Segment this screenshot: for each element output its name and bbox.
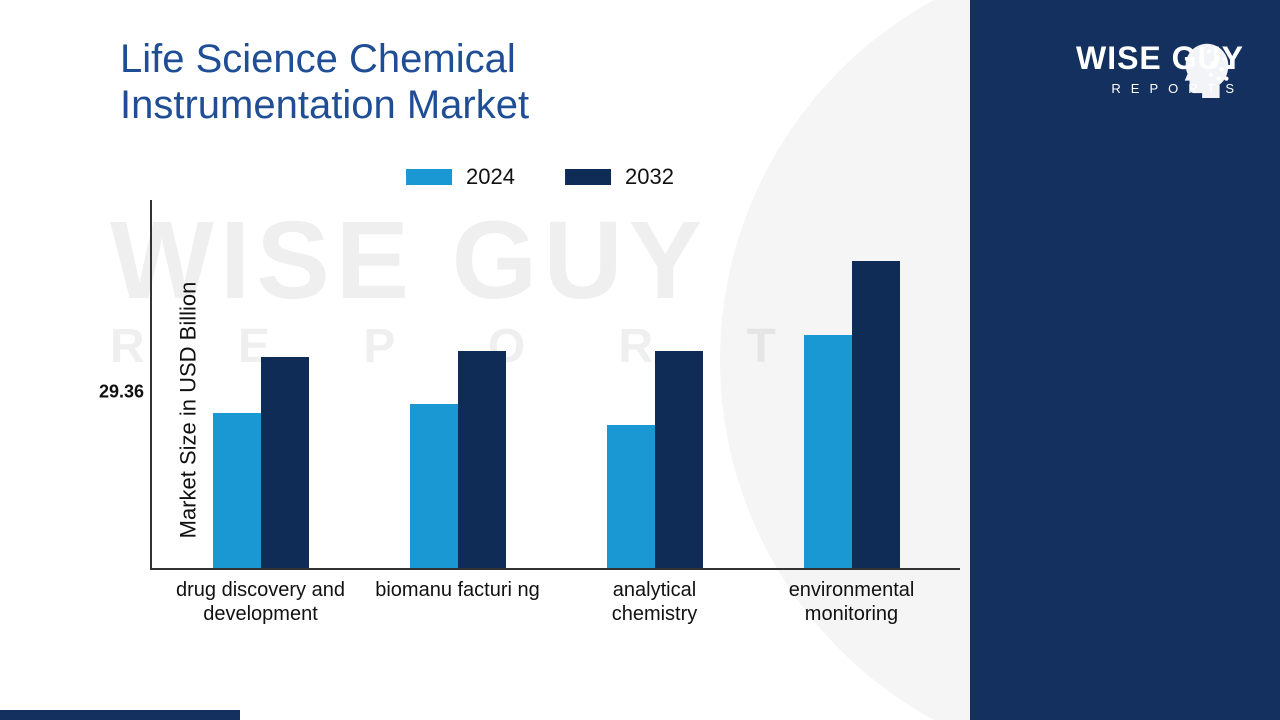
bar (852, 261, 900, 568)
bar-group: drug discovery and development (186, 357, 336, 568)
right-band (970, 0, 1280, 720)
category-label: drug discovery and development (176, 578, 346, 626)
bar (410, 404, 458, 568)
category-label: analytical chemistry (570, 578, 740, 626)
brand-logo: WISE GUY REPORTS (1076, 40, 1244, 96)
chart-legend: 2024 2032 (406, 164, 674, 190)
bar (213, 413, 261, 568)
category-label: biomanu facturi ng (373, 578, 543, 602)
page-title: Life Science Chemical Instrumentation Ma… (120, 36, 760, 128)
category-label: environmental monitoring (767, 578, 937, 626)
bar (655, 351, 703, 568)
legend-label-2024: 2024 (466, 164, 515, 190)
brain-head-icon (1176, 36, 1238, 98)
bar-group: environmental monitoring (777, 261, 927, 568)
legend-label-2032: 2032 (625, 164, 674, 190)
bar-group: biomanu facturi ng (383, 351, 533, 568)
y-tick-label: 29.36 (99, 381, 144, 402)
bar-groups: drug discovery and development biomanu fa… (152, 200, 960, 568)
bottom-accent-bar (0, 710, 240, 720)
market-chart: Market Size in USD Billion 2024 2032 29.… (100, 170, 980, 650)
legend-item-2032: 2032 (565, 164, 674, 190)
bar-group: analytical chemistry (580, 351, 730, 568)
bar (261, 357, 309, 568)
bar (804, 335, 852, 568)
legend-swatch-2024 (406, 169, 452, 185)
bar (458, 351, 506, 568)
plot-area: 29.36 drug discovery and developmentbiom… (150, 200, 960, 570)
bar (607, 425, 655, 568)
stage: WISE GUY R E P O R T S Life Science Chem… (0, 0, 1280, 720)
legend-item-2024: 2024 (406, 164, 515, 190)
legend-swatch-2032 (565, 169, 611, 185)
